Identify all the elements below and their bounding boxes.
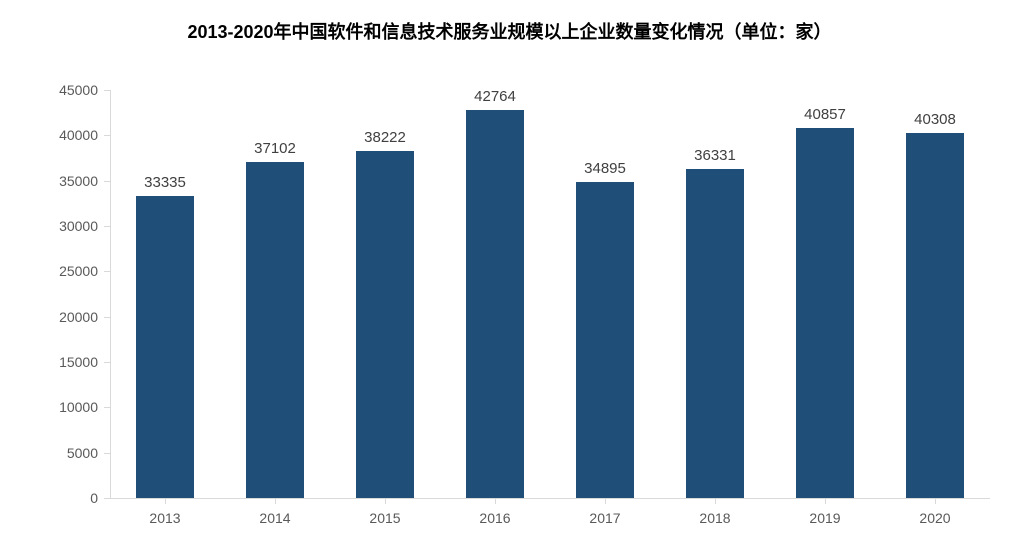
y-axis-label: 45000 bbox=[38, 82, 98, 98]
bar bbox=[356, 151, 414, 498]
bar-value-label: 38222 bbox=[364, 129, 406, 146]
bar-value-label: 33335 bbox=[144, 174, 186, 191]
y-axis-label: 5000 bbox=[38, 445, 98, 461]
y-axis-line bbox=[110, 90, 111, 498]
x-axis-label: 2017 bbox=[589, 510, 620, 526]
bar-value-label: 42764 bbox=[474, 88, 516, 105]
bar-value-label: 34895 bbox=[584, 160, 626, 177]
bar-value-label: 37102 bbox=[254, 140, 296, 157]
x-tick bbox=[275, 498, 276, 504]
bar-value-label: 36331 bbox=[694, 147, 736, 164]
chart-title: 2013-2020年中国软件和信息技术服务业规模以上企业数量变化情况（单位：家） bbox=[0, 0, 1019, 44]
bar bbox=[906, 133, 964, 498]
x-tick bbox=[605, 498, 606, 504]
x-axis-label: 2018 bbox=[699, 510, 730, 526]
bar bbox=[796, 128, 854, 498]
x-tick bbox=[165, 498, 166, 504]
y-tick bbox=[104, 362, 110, 363]
y-tick bbox=[104, 271, 110, 272]
bar bbox=[686, 169, 744, 498]
x-tick bbox=[935, 498, 936, 504]
y-axis-label: 30000 bbox=[38, 218, 98, 234]
y-axis-label: 25000 bbox=[38, 263, 98, 279]
x-axis-label: 2019 bbox=[809, 510, 840, 526]
y-tick bbox=[104, 317, 110, 318]
bar-value-label: 40308 bbox=[914, 111, 956, 128]
x-axis-label: 2013 bbox=[149, 510, 180, 526]
x-axis-label: 2020 bbox=[919, 510, 950, 526]
x-axis-label: 2016 bbox=[479, 510, 510, 526]
bar bbox=[136, 196, 194, 498]
x-tick bbox=[495, 498, 496, 504]
bar bbox=[466, 110, 524, 498]
x-tick bbox=[385, 498, 386, 504]
x-axis-label: 2014 bbox=[259, 510, 290, 526]
y-tick bbox=[104, 135, 110, 136]
y-tick bbox=[104, 407, 110, 408]
x-axis-line bbox=[110, 498, 990, 499]
y-tick bbox=[104, 453, 110, 454]
y-axis-label: 40000 bbox=[38, 127, 98, 143]
y-axis-label: 0 bbox=[38, 490, 98, 506]
y-tick bbox=[104, 181, 110, 182]
x-tick bbox=[825, 498, 826, 504]
x-tick bbox=[715, 498, 716, 504]
bar bbox=[246, 162, 304, 498]
y-axis-label: 20000 bbox=[38, 309, 98, 325]
y-axis-label: 35000 bbox=[38, 173, 98, 189]
y-tick bbox=[104, 498, 110, 499]
y-axis-label: 10000 bbox=[38, 399, 98, 415]
plot-area: 0500010000150002000025000300003500040000… bbox=[110, 90, 990, 498]
bar bbox=[576, 182, 634, 498]
y-tick bbox=[104, 90, 110, 91]
y-axis-label: 15000 bbox=[38, 354, 98, 370]
x-axis-label: 2015 bbox=[369, 510, 400, 526]
y-tick bbox=[104, 226, 110, 227]
bar-value-label: 40857 bbox=[804, 106, 846, 123]
